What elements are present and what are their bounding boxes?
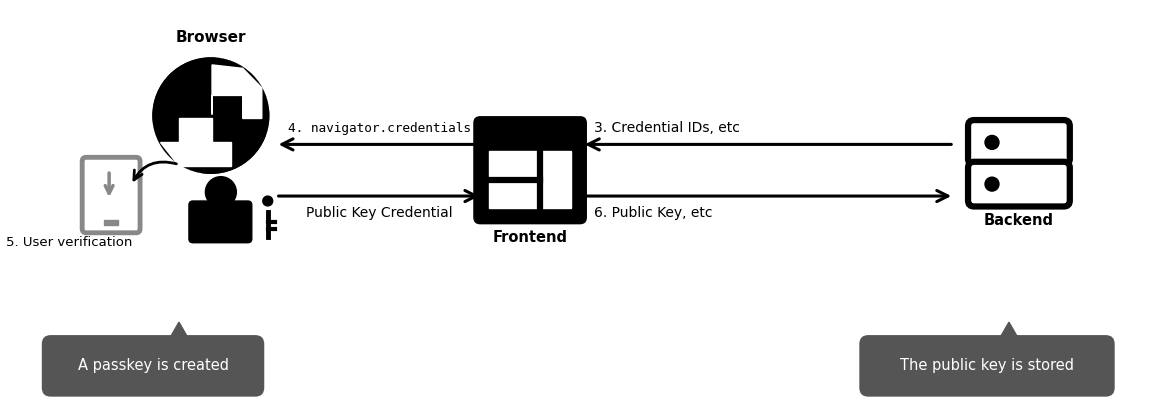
Bar <box>104 220 119 225</box>
Circle shape <box>985 135 999 149</box>
Text: 6. Public Key, etc: 6. Public Key, etc <box>594 206 712 220</box>
Polygon shape <box>154 122 205 172</box>
FancyBboxPatch shape <box>189 201 252 243</box>
Circle shape <box>263 196 273 206</box>
Bar <box>490 151 571 209</box>
FancyBboxPatch shape <box>859 335 1115 396</box>
Polygon shape <box>996 322 1021 343</box>
FancyBboxPatch shape <box>968 120 1070 165</box>
FancyBboxPatch shape <box>41 335 264 396</box>
Polygon shape <box>160 119 232 166</box>
FancyArrowPatch shape <box>134 162 176 180</box>
Text: A passkey is created: A passkey is created <box>77 358 228 373</box>
Text: Backend: Backend <box>984 213 1054 228</box>
Text: The public key is stored: The public key is stored <box>900 358 1074 373</box>
Circle shape <box>153 58 268 173</box>
FancyBboxPatch shape <box>82 157 141 233</box>
Bar <box>93 172 129 216</box>
Polygon shape <box>215 58 268 111</box>
Text: Public Key Credential: Public Key Credential <box>305 206 453 220</box>
Text: 4. navigator.credentials.create(): 4. navigator.credentials.create() <box>288 122 539 135</box>
Text: 5. User verification: 5. User verification <box>7 236 132 249</box>
Polygon shape <box>212 65 262 119</box>
Text: Browser: Browser <box>175 30 247 45</box>
FancyBboxPatch shape <box>968 162 1070 207</box>
Circle shape <box>985 177 999 191</box>
Polygon shape <box>167 322 191 343</box>
Polygon shape <box>214 87 268 135</box>
Text: 3. Credential IDs, etc: 3. Credential IDs, etc <box>594 122 740 135</box>
Circle shape <box>205 177 236 207</box>
Circle shape <box>153 58 268 173</box>
FancyBboxPatch shape <box>473 116 588 224</box>
Text: Frontend: Frontend <box>493 230 568 245</box>
